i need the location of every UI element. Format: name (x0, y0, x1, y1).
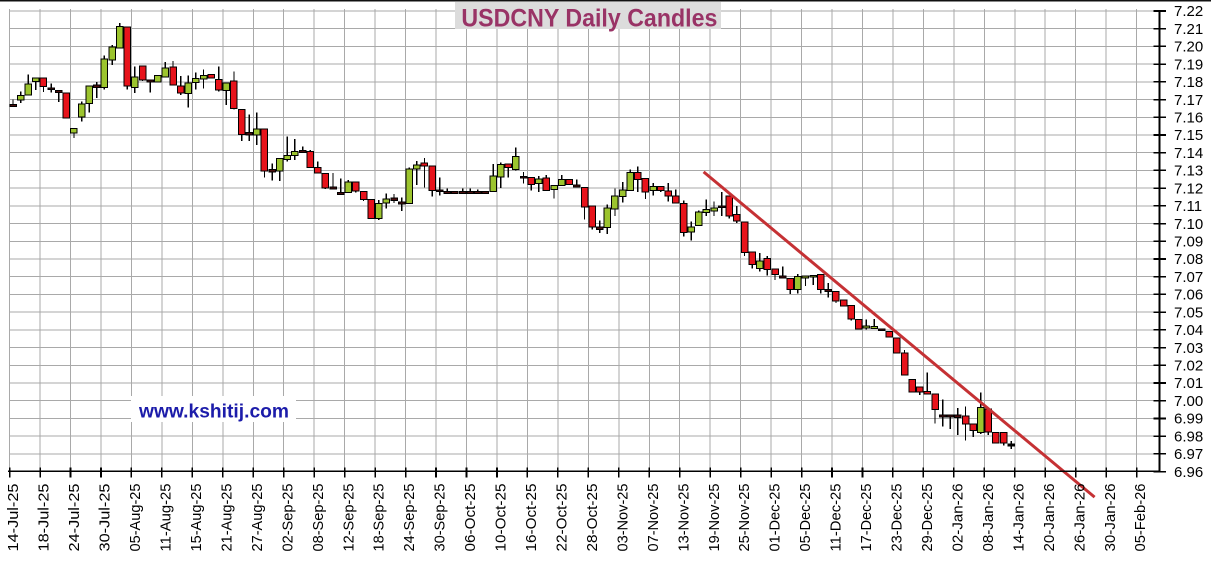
svg-text:30-Jul-25: 30-Jul-25 (97, 484, 114, 552)
svg-text:07-Nov-25: 07-Nov-25 (645, 484, 662, 552)
svg-text:7.00: 7.00 (1174, 393, 1203, 410)
svg-text:7.15: 7.15 (1174, 127, 1203, 144)
svg-text:27-Aug-25: 27-Aug-25 (249, 484, 266, 552)
svg-text:6.96: 6.96 (1174, 464, 1203, 481)
svg-text:7.02: 7.02 (1174, 358, 1203, 375)
svg-text:23-Dec-25: 23-Dec-25 (889, 484, 906, 552)
svg-text:7.21: 7.21 (1174, 21, 1203, 38)
svg-text:12-Sep-25: 12-Sep-25 (340, 484, 357, 552)
svg-text:7.16: 7.16 (1174, 110, 1203, 127)
svg-text:7.18: 7.18 (1174, 74, 1203, 91)
svg-text:www.kshitij.com: www.kshitij.com (138, 400, 289, 422)
svg-text:6.98: 6.98 (1174, 428, 1203, 445)
svg-text:11-Dec-25: 11-Dec-25 (828, 484, 845, 552)
svg-text:7.01: 7.01 (1174, 375, 1203, 392)
svg-text:6.99: 6.99 (1174, 411, 1203, 428)
svg-text:7.10: 7.10 (1174, 216, 1203, 233)
svg-text:17-Dec-25: 17-Dec-25 (858, 484, 875, 552)
svg-text:05-Aug-25: 05-Aug-25 (127, 484, 144, 552)
svg-text:7.09: 7.09 (1174, 234, 1203, 251)
svg-text:08-Sep-25: 08-Sep-25 (310, 484, 327, 552)
svg-text:18-Jul-25: 18-Jul-25 (36, 484, 53, 552)
svg-text:02-Jan-26: 02-Jan-26 (950, 484, 967, 552)
svg-text:16-Oct-25: 16-Oct-25 (523, 484, 540, 552)
svg-text:7.05: 7.05 (1174, 304, 1203, 321)
svg-text:7.12: 7.12 (1174, 180, 1203, 197)
svg-text:7.19: 7.19 (1174, 56, 1203, 73)
svg-text:20-Jan-26: 20-Jan-26 (1041, 484, 1058, 552)
svg-text:6.97: 6.97 (1174, 446, 1203, 463)
svg-text:03-Nov-25: 03-Nov-25 (614, 484, 631, 552)
svg-text:15-Aug-25: 15-Aug-25 (188, 484, 205, 552)
svg-text:28-Oct-25: 28-Oct-25 (584, 484, 601, 552)
svg-text:7.08: 7.08 (1174, 251, 1203, 268)
svg-text:22-Oct-25: 22-Oct-25 (554, 484, 571, 552)
svg-text:19-Nov-25: 19-Nov-25 (706, 484, 723, 552)
svg-text:25-Nov-25: 25-Nov-25 (736, 484, 753, 552)
svg-text:7.06: 7.06 (1174, 287, 1203, 304)
svg-text:01-Dec-25: 01-Dec-25 (767, 484, 784, 552)
svg-text:05-Feb-26: 05-Feb-26 (1132, 484, 1149, 552)
svg-text:18-Sep-25: 18-Sep-25 (371, 484, 388, 552)
svg-text:29-Dec-25: 29-Dec-25 (919, 484, 936, 552)
svg-text:USDCNY Daily Candles: USDCNY Daily Candles (461, 5, 717, 33)
svg-text:14-Jan-26: 14-Jan-26 (1010, 484, 1027, 552)
svg-text:26-Jan-26: 26-Jan-26 (1071, 484, 1088, 552)
svg-text:21-Aug-25: 21-Aug-25 (218, 484, 235, 552)
svg-text:24-Jul-25: 24-Jul-25 (66, 484, 83, 552)
svg-text:14-Jul-25: 14-Jul-25 (5, 484, 22, 552)
svg-text:7.07: 7.07 (1174, 269, 1203, 286)
svg-text:11-Aug-25: 11-Aug-25 (158, 484, 175, 552)
svg-text:7.17: 7.17 (1174, 92, 1203, 109)
svg-text:10-Oct-25: 10-Oct-25 (493, 484, 510, 552)
svg-text:06-Oct-25: 06-Oct-25 (462, 484, 479, 552)
svg-text:7.13: 7.13 (1174, 163, 1203, 180)
svg-text:7.11: 7.11 (1174, 198, 1202, 215)
svg-text:08-Jan-26: 08-Jan-26 (980, 484, 997, 552)
svg-text:7.22: 7.22 (1174, 3, 1203, 20)
svg-text:7.04: 7.04 (1174, 322, 1203, 339)
svg-text:30-Jan-26: 30-Jan-26 (1102, 484, 1119, 552)
svg-text:7.20: 7.20 (1174, 39, 1203, 56)
svg-text:7.14: 7.14 (1174, 145, 1203, 162)
svg-text:24-Sep-25: 24-Sep-25 (401, 484, 418, 552)
svg-text:30-Sep-25: 30-Sep-25 (432, 484, 449, 552)
svg-text:05-Dec-25: 05-Dec-25 (797, 484, 814, 552)
svg-text:13-Nov-25: 13-Nov-25 (675, 484, 692, 552)
svg-text:7.03: 7.03 (1174, 340, 1203, 357)
svg-text:02-Sep-25: 02-Sep-25 (279, 484, 296, 552)
